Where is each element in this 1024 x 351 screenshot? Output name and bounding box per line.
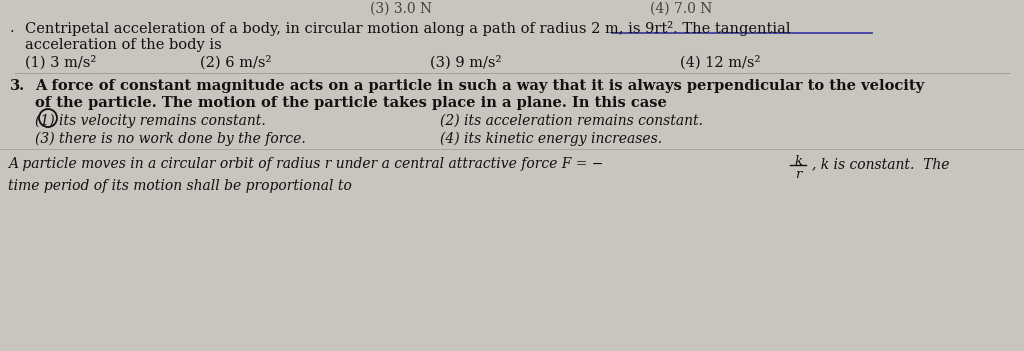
Text: (2) 6 m/s²: (2) 6 m/s² [200,55,271,69]
Text: (3) there is no work done by the force.: (3) there is no work done by the force. [35,132,306,146]
Text: (4) 7.0 N: (4) 7.0 N [650,2,713,16]
Text: (4) 12 m/s²: (4) 12 m/s² [680,55,761,69]
Text: A force of constant magnitude acts on a particle in such a way that it is always: A force of constant magnitude acts on a … [35,79,924,93]
Text: (4) its kinetic energy increases.: (4) its kinetic energy increases. [440,132,663,146]
Text: (2) its acceleration remains constant.: (2) its acceleration remains constant. [440,114,703,128]
Text: 3.: 3. [10,79,26,93]
Text: (1) 3 m/s²: (1) 3 m/s² [25,55,96,69]
Text: time period of its motion shall be proportional to: time period of its motion shall be propo… [8,179,352,193]
Text: Centripetal acceleration of a body, in circular motion along a path of radius 2 : Centripetal acceleration of a body, in c… [25,21,791,36]
Text: acceleration of the body is: acceleration of the body is [25,38,222,52]
Text: A particle moves in a circular orbit of radius r under a central attractive forc: A particle moves in a circular orbit of … [8,157,603,171]
Text: (1) its velocity remains constant.: (1) its velocity remains constant. [35,114,266,128]
Text: , k is constant.  The: , k is constant. The [812,157,949,171]
Text: (3) 9 m/s²: (3) 9 m/s² [430,55,502,69]
Text: .: . [10,21,14,35]
Text: r: r [795,168,801,181]
Text: k: k [794,155,802,168]
Text: (3) 3.0 N: (3) 3.0 N [370,2,432,16]
Text: of the particle. The motion of the particle takes place in a plane. In this case: of the particle. The motion of the parti… [35,96,667,110]
